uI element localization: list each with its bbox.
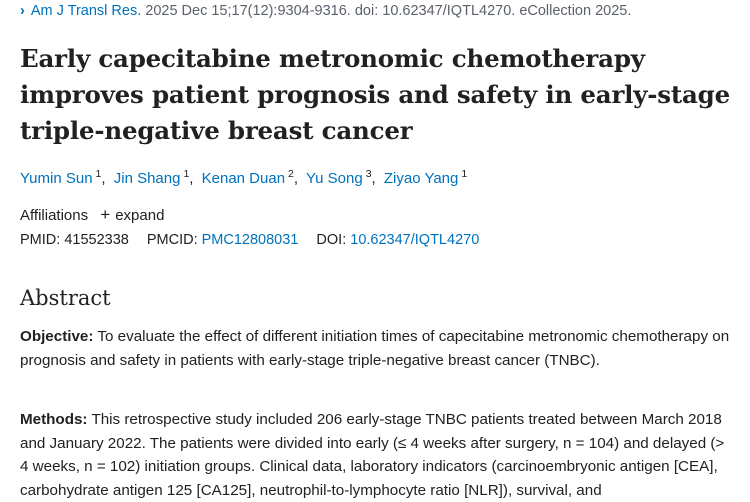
pmcid-label: PMCID: [146, 232, 198, 248]
plus-icon: + [100, 205, 111, 224]
author-list: Yumin Sun 1, Jin Shang 1, Kenan Duan 2, Yu … [20, 168, 468, 187]
citation-line: › Am J Transl Res. 2025 Dec 15;17(12):930… [20, 3, 631, 19]
author-link[interactable]: Yu Song [305, 170, 363, 187]
expand-button[interactable]: + expand [100, 205, 165, 224]
pmid-value: 41552338 [64, 232, 129, 248]
citation-details: 2025 Dec 15;17(12):9304-9316. doi: 10.62… [145, 3, 632, 19]
pmid-label: PMID: [20, 232, 61, 248]
author-link[interactable]: Jin Shang [113, 170, 181, 187]
identifiers: PMID: 41552338 PMCID: PMC12808031 DOI: 1… [20, 232, 479, 248]
journal-link[interactable]: Am J Transl Res. [30, 3, 142, 19]
author-link[interactable]: Yumin Sun [20, 170, 93, 187]
objective-text: To evaluate the effect of different init… [20, 328, 730, 369]
affiliation-number[interactable]: 2 [288, 168, 294, 180]
methods-label: Methods: [20, 411, 88, 428]
objective-label: Objective: [20, 328, 94, 345]
affiliation-number[interactable]: 3 [365, 168, 372, 180]
doi-label: DOI: [316, 232, 347, 248]
chevron-right-icon[interactable]: › [20, 3, 25, 19]
methods-text: This retrospective study included 206 ea… [20, 411, 725, 499]
article-title: Early capecitabine metronomic chemothera… [20, 44, 730, 145]
affiliation-number[interactable]: 1 [461, 168, 468, 180]
abstract-methods: Methods: This retrospective study includ… [20, 408, 732, 502]
pmcid-link[interactable]: PMC12808031 [201, 232, 299, 248]
affiliation-number[interactable]: 1 [95, 168, 102, 180]
doi-link[interactable]: 10.62347/IQTL4270 [350, 232, 480, 248]
affiliation-number[interactable]: 1 [183, 168, 190, 180]
affiliations-label: Affiliations [20, 207, 89, 224]
expand-label: expand [115, 207, 165, 224]
author-link[interactable]: Kenan Duan [201, 170, 286, 187]
abstract-objective: Objective: To evaluate the effect of dif… [20, 325, 732, 372]
affiliations-toggle[interactable]: Affiliations + expand [20, 205, 164, 225]
author-link[interactable]: Ziyao Yang [383, 170, 459, 187]
abstract-heading: Abstract [20, 286, 111, 310]
